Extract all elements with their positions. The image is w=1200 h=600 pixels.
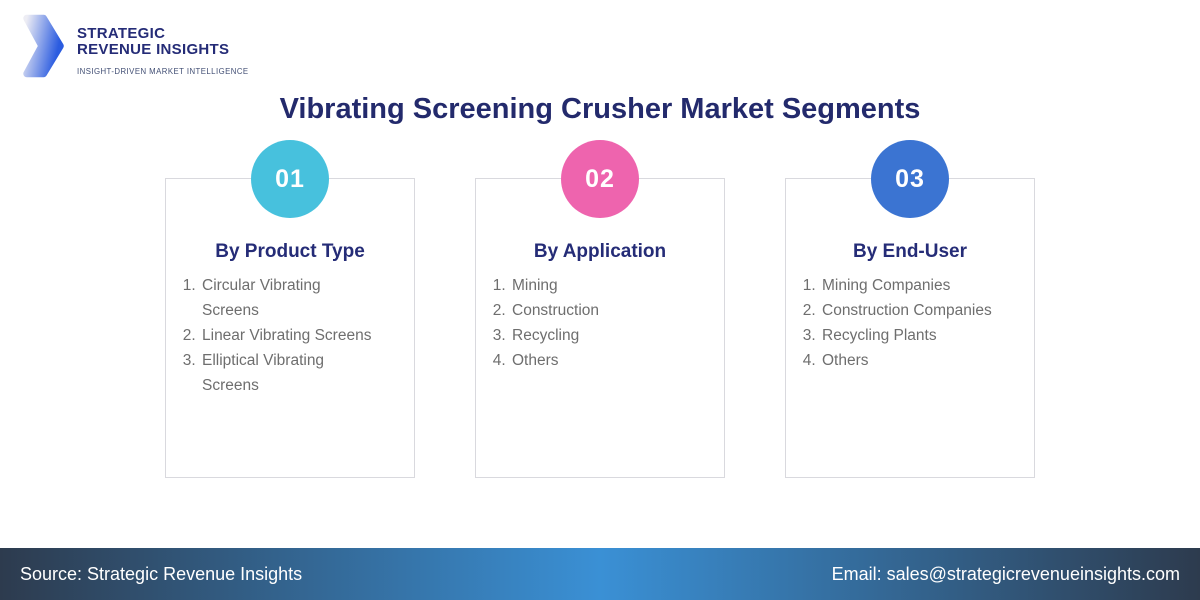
segment-card: 03 By End-User Mining CompaniesConstruct… <box>785 140 1035 478</box>
segment-badge: 03 <box>871 140 949 218</box>
segment-badge-number: 02 <box>585 164 615 193</box>
segment-badge-number: 01 <box>275 164 305 193</box>
footer-bar: Source: Strategic Revenue Insights Email… <box>0 548 1200 600</box>
segment-list-item: Recycling Plants <box>820 323 994 348</box>
brand-name-line1: STRATEGIC <box>77 25 166 42</box>
page-title: Vibrating Screening Crusher Market Segme… <box>279 93 921 125</box>
segment-list: Circular Vibrating ScreensLinear Vibrati… <box>166 273 374 398</box>
segment-list-item: Circular Vibrating Screens <box>200 273 374 323</box>
segment-list-item: Construction <box>510 298 684 323</box>
segment-card: 01 By Product Type Circular Vibrating Sc… <box>165 140 415 478</box>
brand-tagline: INSIGHT-DRIVEN MARKET INTELLIGENCE <box>77 67 249 76</box>
segment-heading: By Application <box>533 241 667 262</box>
segment-list: MiningConstructionRecyclingOthers <box>476 273 684 373</box>
brand-chevron-icon <box>23 14 64 78</box>
brand-name-line2: REVENUE INSIGHTS <box>77 41 230 58</box>
segment-card: 02 By Application MiningConstructionRecy… <box>475 140 725 478</box>
brand-logo: STRATEGIC REVENUE INSIGHTS INSIGHT-DRIVE… <box>14 13 249 79</box>
segment-badge: 01 <box>251 140 329 218</box>
segment-badge: 02 <box>561 140 639 218</box>
segment-list-item: Recycling <box>510 323 684 348</box>
segment-list-item: Others <box>820 348 994 373</box>
brand-text: STRATEGIC REVENUE INSIGHTS INSIGHT-DRIVE… <box>77 13 249 77</box>
segment-heading: By End-User <box>852 241 968 262</box>
segment-list-item: Elliptical Vibrating Screens <box>200 348 374 398</box>
footer-source-text: Source: Strategic Revenue Insights <box>20 563 303 584</box>
footer-email-text: Email: sales@strategicrevenueinsights.co… <box>831 563 1180 584</box>
segment-list-item: Others <box>510 348 684 373</box>
segment-list-item: Construction Companies <box>820 298 994 323</box>
segment-badge-number: 03 <box>895 164 925 193</box>
segment-list: Mining CompaniesConstruction CompaniesRe… <box>786 273 994 373</box>
segment-list-item: Mining Companies <box>820 273 994 298</box>
segment-list-item: Linear Vibrating Screens <box>200 323 374 348</box>
segments-row: 01 By Product Type Circular Vibrating Sc… <box>0 140 1200 478</box>
segment-heading: By Product Type <box>215 241 365 262</box>
segment-list-item: Mining <box>510 273 684 298</box>
